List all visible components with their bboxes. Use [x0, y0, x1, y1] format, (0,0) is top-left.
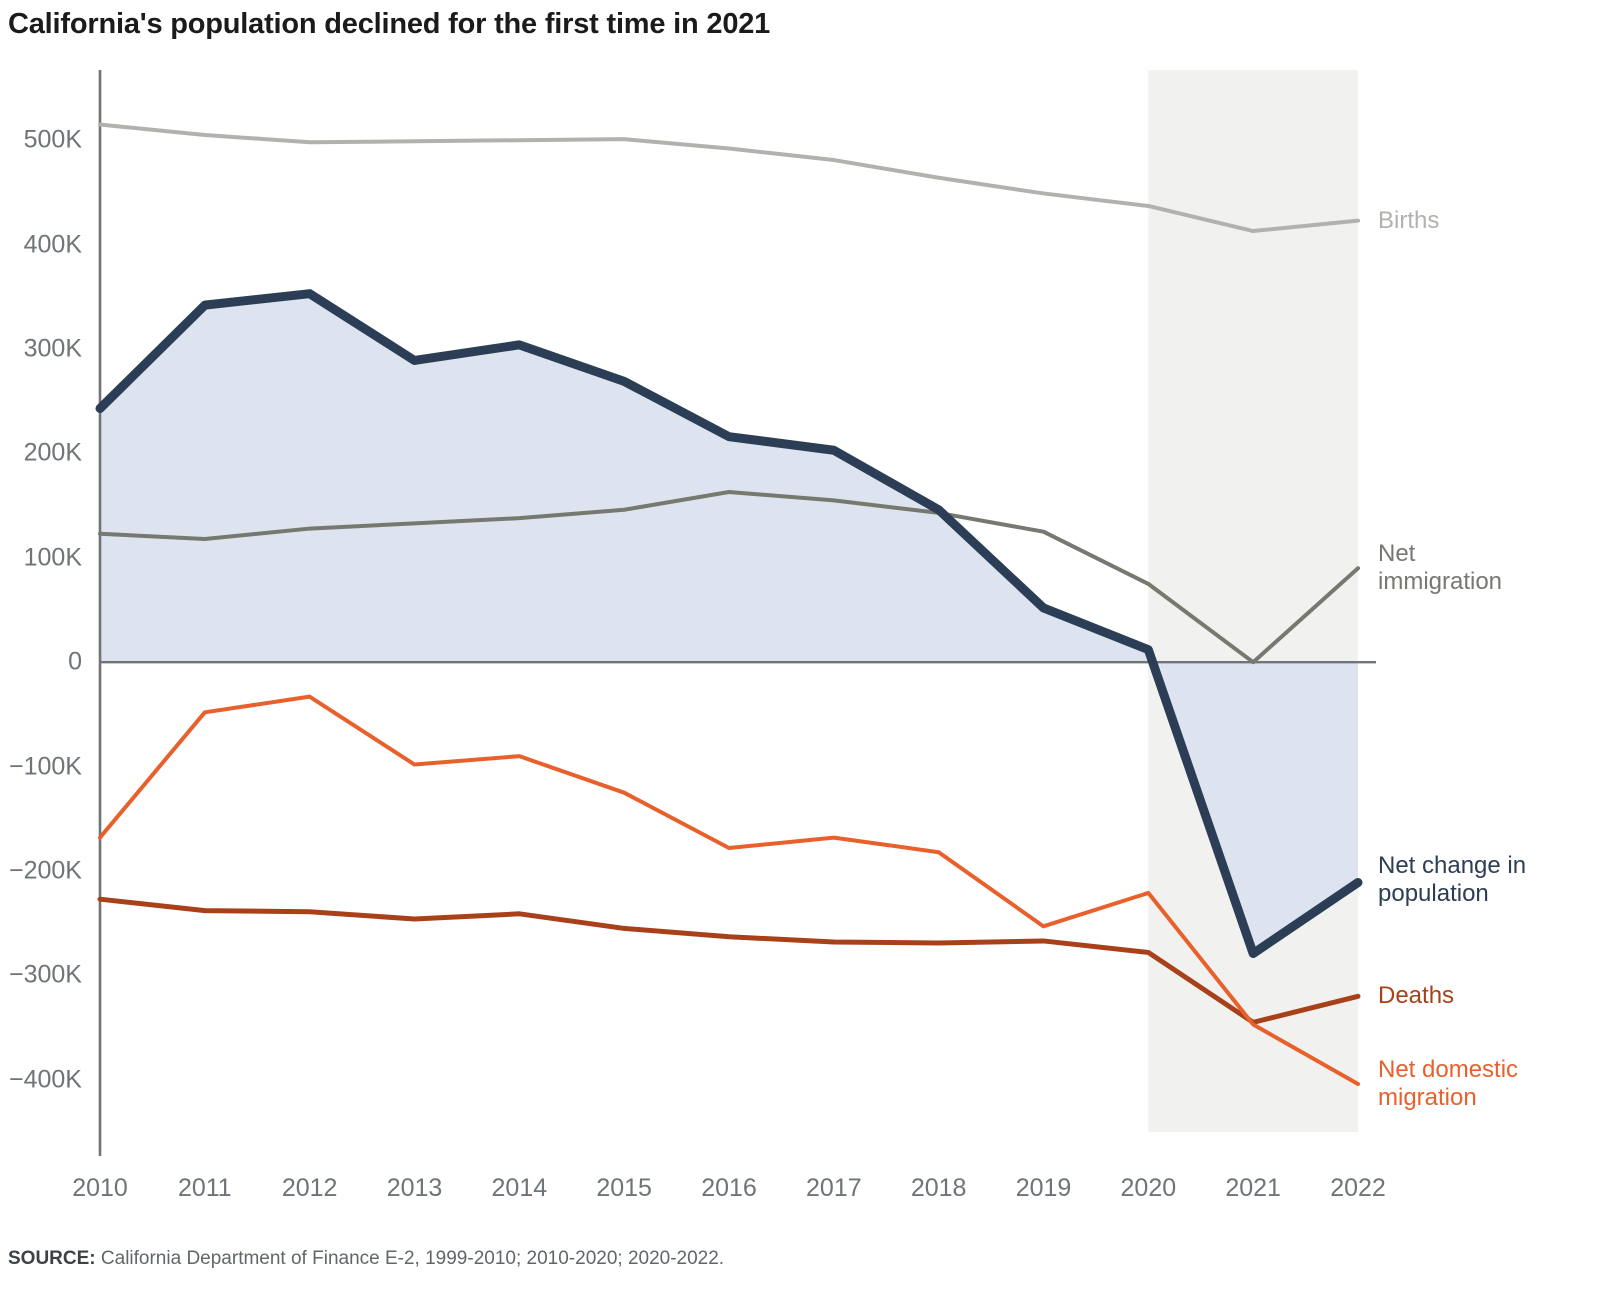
- y-axis-tick-label: 500K: [23, 125, 82, 154]
- series-label-net-change-in-population: Net change in population: [1378, 852, 1527, 908]
- series-label-births: Births: [1378, 206, 1440, 234]
- series-line-net-immigration: [98, 490, 1360, 665]
- source-text: California Department of Finance E-2, 19…: [95, 1248, 725, 1269]
- y-axis-tick-label: −400K: [9, 1065, 82, 1094]
- x-axis-tick-label: 2020: [1120, 1174, 1177, 1202]
- series-line-net-change-in-population: [95, 289, 1363, 958]
- y-axis-tick-label: 400K: [23, 230, 82, 259]
- x-axis-tick-label: 2022: [1330, 1174, 1386, 1202]
- x-axis-tick-label: 2018: [910, 1174, 967, 1202]
- x-axis-tick-label: 2013: [386, 1174, 443, 1202]
- series-label-net-immigration: Net immigration: [1378, 540, 1503, 596]
- y-axis-tick-label: 300K: [23, 334, 82, 363]
- chart-svg: [95, 70, 1376, 1156]
- source-note: SOURCE: California Department of Finance…: [8, 1248, 724, 1270]
- series-line-births: [98, 122, 1360, 234]
- y-axis-tick-label: 200K: [23, 438, 82, 467]
- x-axis-tick-label: 2016: [701, 1174, 757, 1202]
- page-title: California's population declined for the…: [8, 8, 771, 40]
- series-label-deaths: Deaths: [1378, 982, 1455, 1010]
- y-axis-tick-label: 100K: [23, 543, 82, 572]
- x-axis-tick-label: 2019: [1015, 1174, 1072, 1202]
- y-axis-tick-label: −300K: [9, 960, 82, 989]
- x-axis-tick-label: 2021: [1225, 1174, 1281, 1202]
- y-axis-tick-label: 0: [68, 647, 82, 676]
- net-change-area-fill: [100, 293, 1358, 954]
- x-axis-tick-label: 2011: [177, 1174, 232, 1202]
- x-axis-tick-label: 2015: [596, 1174, 652, 1202]
- y-axis-tick-label: −100K: [9, 752, 82, 781]
- series-label-net-domestic-migration: Net domestic migration: [1378, 1055, 1519, 1111]
- x-axis-tick-label: 2010: [72, 1174, 128, 1202]
- series-line-net-domestic-migration: [98, 694, 1360, 1086]
- x-axis-tick-label: 2012: [281, 1174, 338, 1202]
- chart-plot-area: 500K 400K 300K 200K 100K 0 −100K −200K −300K −400…: [0, 60, 1612, 1220]
- series-line-deaths: [97, 896, 1361, 1025]
- y-axis-tick-label: −200K: [9, 856, 82, 885]
- x-axis-tick-label: 2017: [806, 1174, 862, 1202]
- source-prefix: SOURCE:: [8, 1248, 96, 1269]
- x-axis-tick-label: 2014: [491, 1174, 548, 1202]
